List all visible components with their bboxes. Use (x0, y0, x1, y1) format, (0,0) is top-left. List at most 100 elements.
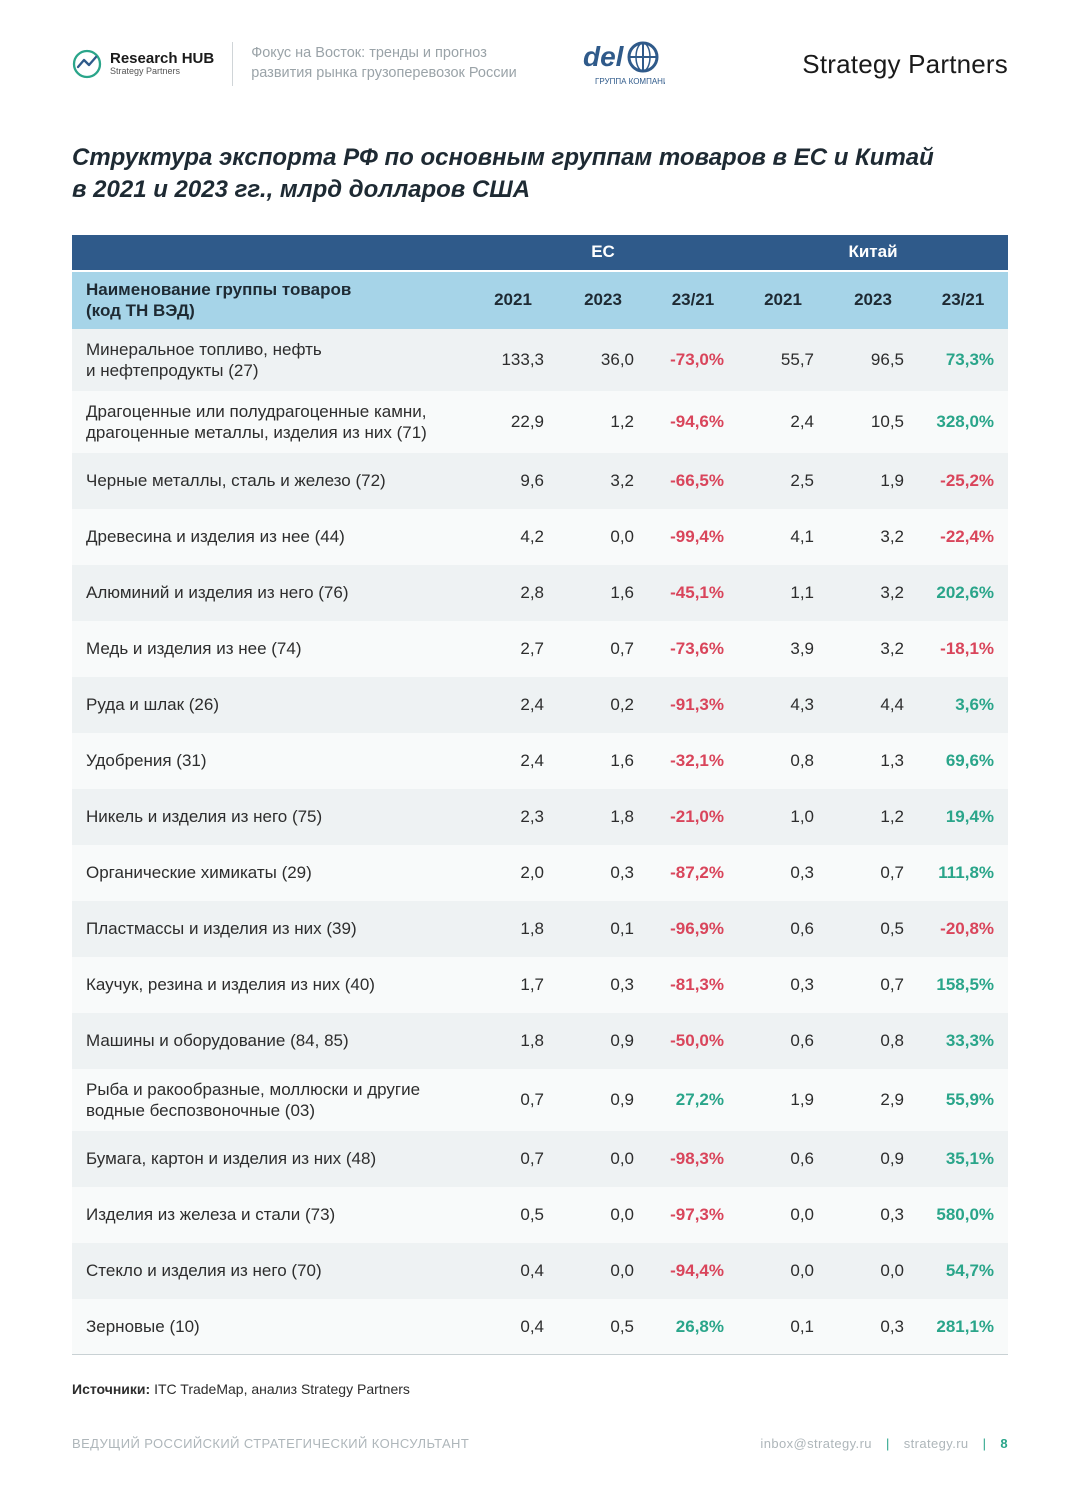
th-ec-ratio: 23/21 (648, 271, 738, 329)
header-divider (232, 42, 233, 86)
cell-ec23: 0,3 (558, 845, 648, 901)
table-row: Зерновые (10)0,40,526,8%0,10,3281,1% (72, 1299, 1008, 1355)
cell-cn23: 0,7 (828, 957, 918, 1013)
cell-name: Алюминий и изделия из него (76) (72, 565, 468, 621)
cell-cnr: 158,5% (918, 957, 1008, 1013)
cell-ec23: 0,3 (558, 957, 648, 1013)
cell-cn23: 3,2 (828, 565, 918, 621)
cell-ecr: -21,0% (648, 789, 738, 845)
cell-cnr: -18,1% (918, 621, 1008, 677)
th-blank (72, 235, 468, 271)
cell-cn23: 0,0 (828, 1243, 918, 1299)
cell-name: Пластмассы и изделия из них (39) (72, 901, 468, 957)
cell-cn21: 0,3 (738, 845, 828, 901)
footer-sep-1: | (886, 1436, 890, 1451)
cell-cn23: 1,3 (828, 733, 918, 789)
cell-cn23: 10,5 (828, 391, 918, 453)
cell-cnr: 580,0% (918, 1187, 1008, 1243)
cell-ec21: 2,8 (468, 565, 558, 621)
page-footer: ВЕДУЩИЙ РОССИЙСКИЙ СТРАТЕГИЧЕСКИЙ КОНСУЛ… (72, 1436, 1008, 1451)
cell-ec23: 0,1 (558, 901, 648, 957)
cell-cnr: 33,3% (918, 1013, 1008, 1069)
cell-name: Никель и изделия из него (75) (72, 789, 468, 845)
cell-ec23: 0,9 (558, 1013, 648, 1069)
cell-ecr: -66,5% (648, 453, 738, 509)
cell-ec23: 0,7 (558, 621, 648, 677)
cell-cn23: 1,9 (828, 453, 918, 509)
cell-ec21: 22,9 (468, 391, 558, 453)
cell-ecr: -73,6% (648, 621, 738, 677)
cell-cnr: -25,2% (918, 453, 1008, 509)
cell-cnr: 69,6% (918, 733, 1008, 789)
cell-cn21: 0,6 (738, 901, 828, 957)
research-hub-logo: Research HUB Strategy Partners (72, 49, 214, 79)
cell-ecr: 27,2% (648, 1069, 738, 1131)
cell-name: Рыба и ракообразные, моллюски и другие в… (72, 1069, 468, 1131)
cell-ec23: 36,0 (558, 329, 648, 391)
cell-ec21: 1,8 (468, 1013, 558, 1069)
cell-ecr: -32,1% (648, 733, 738, 789)
table-row: Драгоценные или полудрагоценные камни, д… (72, 391, 1008, 453)
cell-cn23: 0,3 (828, 1187, 918, 1243)
cell-ec21: 0,4 (468, 1299, 558, 1355)
table-row: Органические химикаты (29)2,00,3-87,2%0,… (72, 845, 1008, 901)
strategy-partners-logo: Strategy Partners (802, 49, 1008, 80)
cell-cn21: 0,0 (738, 1243, 828, 1299)
source-line: Источники: ITC TradeMap, анализ Strategy… (72, 1381, 1008, 1397)
cell-cn23: 2,9 (828, 1069, 918, 1131)
cell-cn21: 4,3 (738, 677, 828, 733)
cell-ec21: 0,7 (468, 1131, 558, 1187)
cell-cn21: 0,1 (738, 1299, 828, 1355)
cell-ec21: 1,8 (468, 901, 558, 957)
svg-text:del: del (583, 41, 625, 72)
th-ec-2021: 2021 (468, 271, 558, 329)
cell-name: Минеральное топливо, нефтьи нефтепродукт… (72, 329, 468, 391)
research-hub-title: Research HUB (110, 51, 214, 67)
cell-cn21: 2,4 (738, 391, 828, 453)
cell-cn21: 3,9 (738, 621, 828, 677)
cell-cnr: 73,3% (918, 329, 1008, 391)
table-row: Руда и шлак (26)2,40,2-91,3%4,34,43,6% (72, 677, 1008, 733)
cell-ec21: 0,7 (468, 1069, 558, 1131)
cell-ecr: -45,1% (648, 565, 738, 621)
footer-sep-2: | (983, 1436, 987, 1451)
cell-cn21: 0,3 (738, 957, 828, 1013)
cell-ec21: 2,7 (468, 621, 558, 677)
cell-ecr: -94,6% (648, 391, 738, 453)
table-row: Удобрения (31)2,41,6-32,1%0,81,369,6% (72, 733, 1008, 789)
cell-name: Медь и изделия из нее (74) (72, 621, 468, 677)
cell-ec23: 0,0 (558, 509, 648, 565)
cell-cn23: 0,9 (828, 1131, 918, 1187)
table-row: Пластмассы и изделия из них (39)1,80,1-9… (72, 901, 1008, 957)
page-title: Структура экспорта РФ по основным группа… (72, 142, 1008, 207)
cell-name: Драгоценные или полудрагоценные камни, д… (72, 391, 468, 453)
table-row: Минеральное топливо, нефтьи нефтепродукт… (72, 329, 1008, 391)
cell-cnr: 202,6% (918, 565, 1008, 621)
source-label: Источники: (72, 1381, 150, 1397)
cell-ecr: -98,3% (648, 1131, 738, 1187)
research-hub-subtitle: Strategy Partners (110, 67, 214, 76)
cell-cnr: 111,8% (918, 845, 1008, 901)
cell-cn21: 1,0 (738, 789, 828, 845)
page-title-l1: Структура экспорта РФ по основным группа… (72, 144, 934, 171)
cell-cn23: 96,5 (828, 329, 918, 391)
cell-ecr: -91,3% (648, 677, 738, 733)
page-header: Research HUB Strategy Partners Фокус на … (72, 34, 1008, 94)
header-tagline-l2: развития рынка грузоперевозок России (251, 65, 516, 81)
table-row: Алюминий и изделия из него (76)2,81,6-45… (72, 565, 1008, 621)
cell-cn21: 55,7 (738, 329, 828, 391)
header-tagline: Фокус на Восток: тренды и прогноз развит… (251, 44, 516, 83)
page-title-l2: в 2021 и 2023 гг., млрд долларов США (72, 176, 530, 203)
cell-ec21: 2,4 (468, 733, 558, 789)
cell-ec21: 133,3 (468, 329, 558, 391)
th-ec-2023: 2023 (558, 271, 648, 329)
table-row: Древесина и изделия из нее (44)4,20,0-99… (72, 509, 1008, 565)
cell-ec23: 0,0 (558, 1243, 648, 1299)
cell-cn23: 3,2 (828, 621, 918, 677)
cell-name: Черные металлы, сталь и железо (72) (72, 453, 468, 509)
cell-cn23: 3,2 (828, 509, 918, 565)
table-header-cols: Наименование группы товаров (код ТН ВЭД)… (72, 271, 1008, 329)
cell-cn23: 0,5 (828, 901, 918, 957)
export-structure-table: ЕС Китай Наименование группы товаров (ко… (72, 235, 1008, 1356)
cell-ec23: 1,6 (558, 565, 648, 621)
